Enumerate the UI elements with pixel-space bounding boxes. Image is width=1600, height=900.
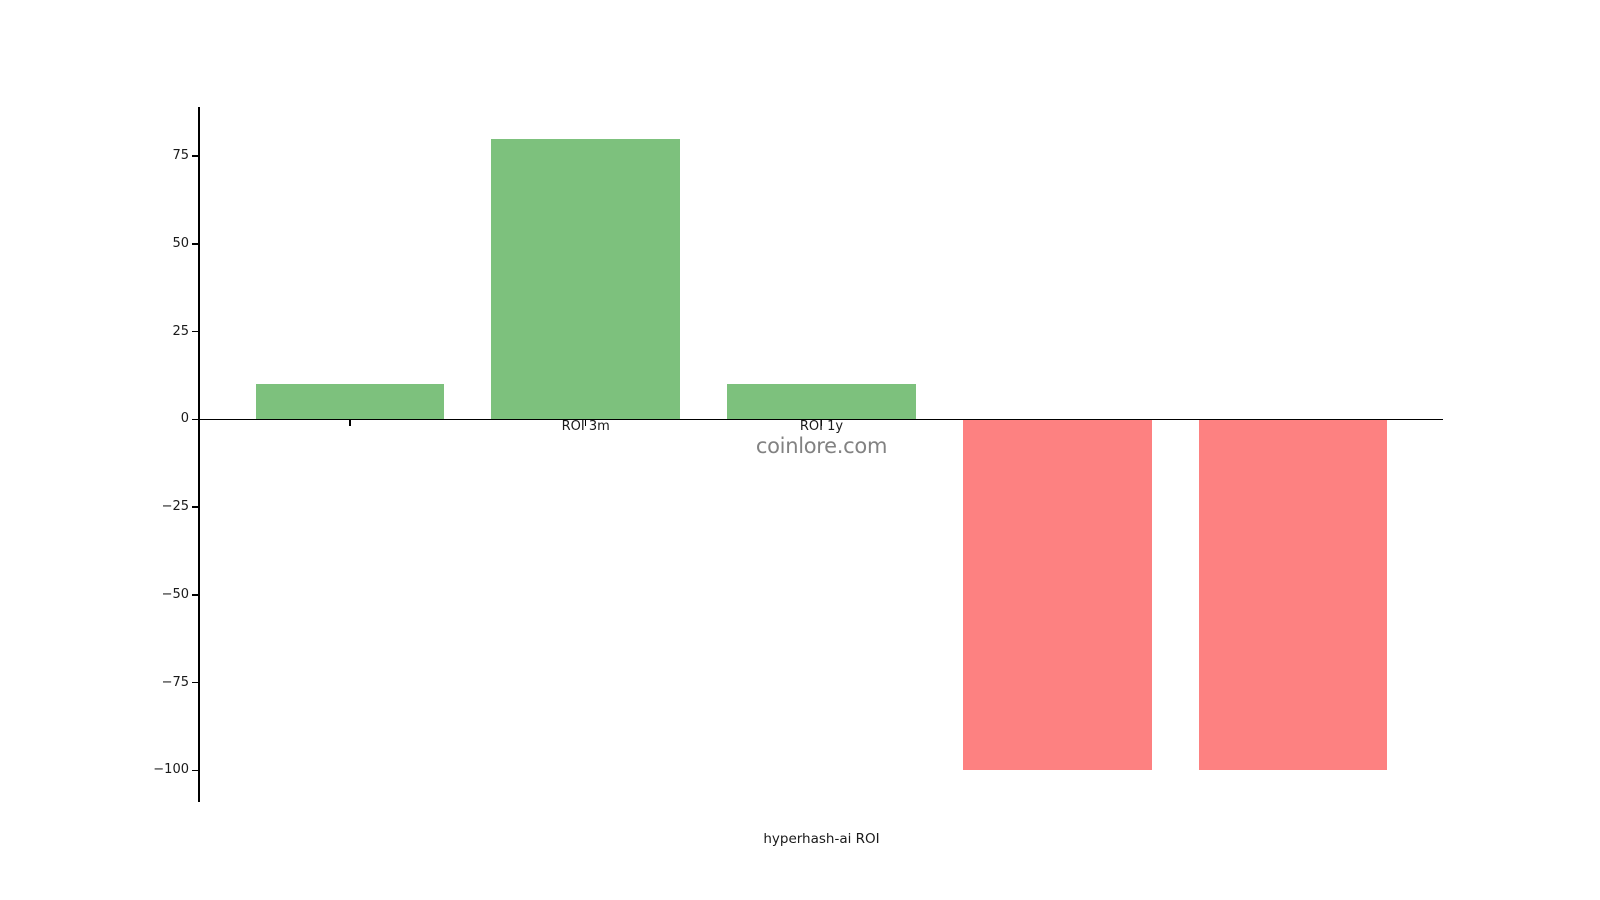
y-axis-tick bbox=[192, 681, 199, 684]
bar bbox=[491, 138, 681, 420]
x-axis-tick bbox=[820, 420, 823, 426]
bar bbox=[255, 384, 445, 420]
y-axis-tick bbox=[192, 155, 199, 157]
y-axis-tick bbox=[192, 506, 199, 508]
bar bbox=[727, 384, 916, 420]
x-tick-label: ROI 3m bbox=[561, 419, 610, 435]
y-tick-label: −75 bbox=[161, 674, 189, 690]
y-tick-label: 0 bbox=[180, 411, 189, 427]
x-tick-label: ROI 1y bbox=[799, 419, 844, 435]
x-axis-tick bbox=[584, 420, 587, 426]
x-axis-title: hyperhash-ai ROI bbox=[763, 831, 880, 847]
y-axis-tick bbox=[192, 594, 199, 596]
y-axis-tick bbox=[192, 769, 199, 772]
y-tick-label: 50 bbox=[172, 235, 189, 251]
x-axis-tick bbox=[349, 420, 351, 426]
y-tick-label: 75 bbox=[172, 148, 189, 164]
y-axis-tick bbox=[192, 418, 199, 421]
coinlore-watermark: coinlore.com bbox=[755, 434, 888, 458]
y-tick-label: −50 bbox=[161, 586, 189, 602]
x-axis-line bbox=[198, 418, 1443, 421]
y-axis-spine bbox=[198, 107, 200, 802]
y-tick-label: −100 bbox=[153, 762, 189, 778]
y-axis-tick bbox=[192, 243, 199, 245]
bar bbox=[962, 419, 1152, 771]
y-tick-label: −25 bbox=[161, 499, 189, 515]
bar bbox=[1198, 419, 1388, 771]
y-tick-label: 25 bbox=[172, 323, 189, 339]
y-axis-tick bbox=[192, 330, 199, 333]
